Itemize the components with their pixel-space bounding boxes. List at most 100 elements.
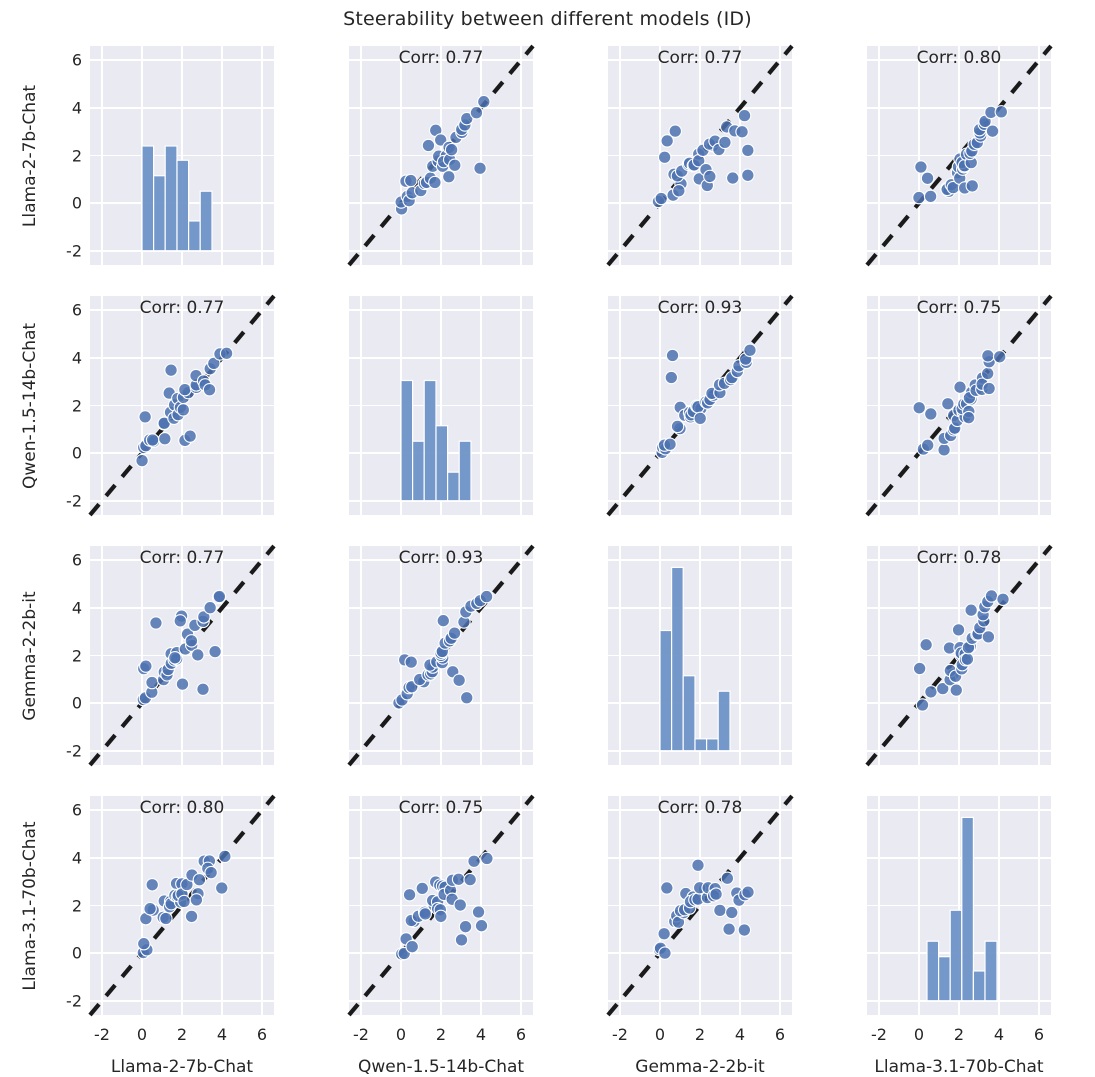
scatter-point: [919, 638, 933, 652]
plot-canvas: [88, 794, 276, 1017]
scatter-point: [444, 142, 459, 157]
histogram-bar: [694, 738, 708, 752]
scatter-point: [175, 677, 190, 691]
scatter-point: [137, 936, 151, 951]
scatter-point: [937, 443, 951, 457]
gridline-horizontal: [90, 154, 274, 157]
gridline-vertical: [998, 296, 1000, 515]
identity-reference-line: [88, 294, 276, 517]
y-axis-tick-label: 4: [71, 348, 82, 368]
gridline-horizontal: [90, 107, 274, 109]
panel-scatter-r1-c0: Corr: 0.77: [88, 294, 276, 517]
scatter-point: [981, 349, 995, 363]
gridline-horizontal: [867, 309, 1051, 312]
scatter-point: [434, 909, 448, 924]
scatter-point: [143, 901, 157, 916]
histogram-bar: [659, 629, 673, 752]
column-axis-label-3: Llama-3.1-70b-Chat: [874, 1057, 1044, 1077]
scatter-point: [459, 691, 474, 705]
gridline-vertical: [520, 46, 522, 265]
scatter-point: [737, 923, 752, 937]
identity-reference-line: [606, 794, 794, 1017]
scatter-point: [433, 133, 448, 147]
scatter-point: [741, 168, 755, 183]
panel-scatter-r1-c3: Corr: 0.75: [865, 294, 1053, 517]
scatter-point: [935, 681, 950, 696]
x-axis-tick-label: 4: [993, 1025, 1005, 1044]
x-axis-tick-label: 2: [694, 1025, 706, 1044]
scatter-point: [924, 685, 938, 699]
histogram-bar: [926, 940, 940, 1002]
scatter-point: [219, 346, 234, 361]
x-axis-tick-label: -2: [94, 1025, 110, 1044]
gridline-vertical: [520, 296, 522, 515]
y-axis-tick-label: 0: [71, 193, 82, 213]
plot-canvas: [347, 794, 535, 1017]
y-axis-tick-label: -2: [66, 241, 82, 261]
scatter-point: [145, 433, 160, 447]
scatter-point: [208, 644, 222, 659]
plot-canvas: [606, 44, 794, 267]
gridline-vertical: [221, 796, 223, 1015]
gridline-horizontal: [90, 559, 274, 562]
gridline-horizontal: [867, 59, 1051, 62]
gridline-vertical: [480, 296, 482, 515]
scatter-point: [665, 348, 680, 363]
scatter-point: [725, 171, 740, 185]
histogram-bar: [423, 379, 437, 502]
scatter-point: [691, 858, 705, 872]
gridline-horizontal: [90, 59, 274, 62]
y-axis-tick-label: -2: [66, 741, 82, 761]
gridline-vertical: [480, 546, 482, 765]
scatter-point: [668, 124, 683, 138]
panel-histogram-2: [608, 546, 792, 765]
scatter-point: [980, 366, 995, 381]
scatter-point: [197, 610, 211, 624]
scatter-point: [158, 432, 172, 446]
scatter-point: [743, 343, 757, 358]
histogram-bar: [176, 159, 190, 252]
scatter-point: [405, 939, 419, 954]
y-axis-tick-label: -2: [66, 491, 82, 511]
scatter-point: [920, 438, 935, 453]
y-axis-tick-label: 4: [71, 98, 82, 118]
scatter-point: [965, 179, 980, 193]
y-axis-tick-label: 2: [71, 896, 82, 915]
histogram-bar: [682, 675, 696, 752]
y-axis-tick-label: 2: [71, 396, 82, 415]
scatter-point: [184, 909, 199, 924]
panel-histogram-0: [90, 46, 274, 265]
histogram-bar: [972, 970, 986, 1002]
plot-canvas: [926, 816, 998, 1002]
scatter-point: [982, 381, 996, 396]
identity-reference-line: [606, 294, 794, 517]
plot-canvas: [659, 566, 731, 752]
scatter-point: [177, 894, 191, 909]
identity-reference-line: [88, 544, 276, 767]
scatter-point: [725, 905, 739, 920]
scatter-point: [463, 872, 477, 887]
scatter-point: [138, 410, 152, 424]
scatter-point: [480, 851, 494, 866]
x-axis-tick-label: 6: [774, 1025, 786, 1044]
y-axis-tick-label: 6: [71, 50, 82, 70]
scatter-point: [941, 397, 955, 411]
identity-reference-line: [606, 44, 794, 267]
gridline-horizontal: [349, 357, 533, 359]
histogram-bar: [446, 471, 460, 502]
gridline-vertical: [739, 546, 741, 765]
x-axis-tick-label: 2: [176, 1025, 188, 1044]
y-axis-tick-label: 0: [71, 943, 82, 963]
plot-canvas: [865, 294, 1053, 517]
gridline-horizontal: [608, 654, 792, 657]
scatter-point: [981, 630, 996, 644]
x-axis-tick-label: 2: [435, 1025, 447, 1044]
gridline-horizontal: [867, 357, 1051, 359]
scatter-point: [964, 603, 978, 617]
histogram-bar: [458, 440, 472, 502]
gridline-vertical: [1038, 46, 1040, 265]
gridline-vertical: [739, 46, 741, 265]
scatter-point: [436, 613, 451, 628]
scatter-point: [215, 881, 229, 895]
